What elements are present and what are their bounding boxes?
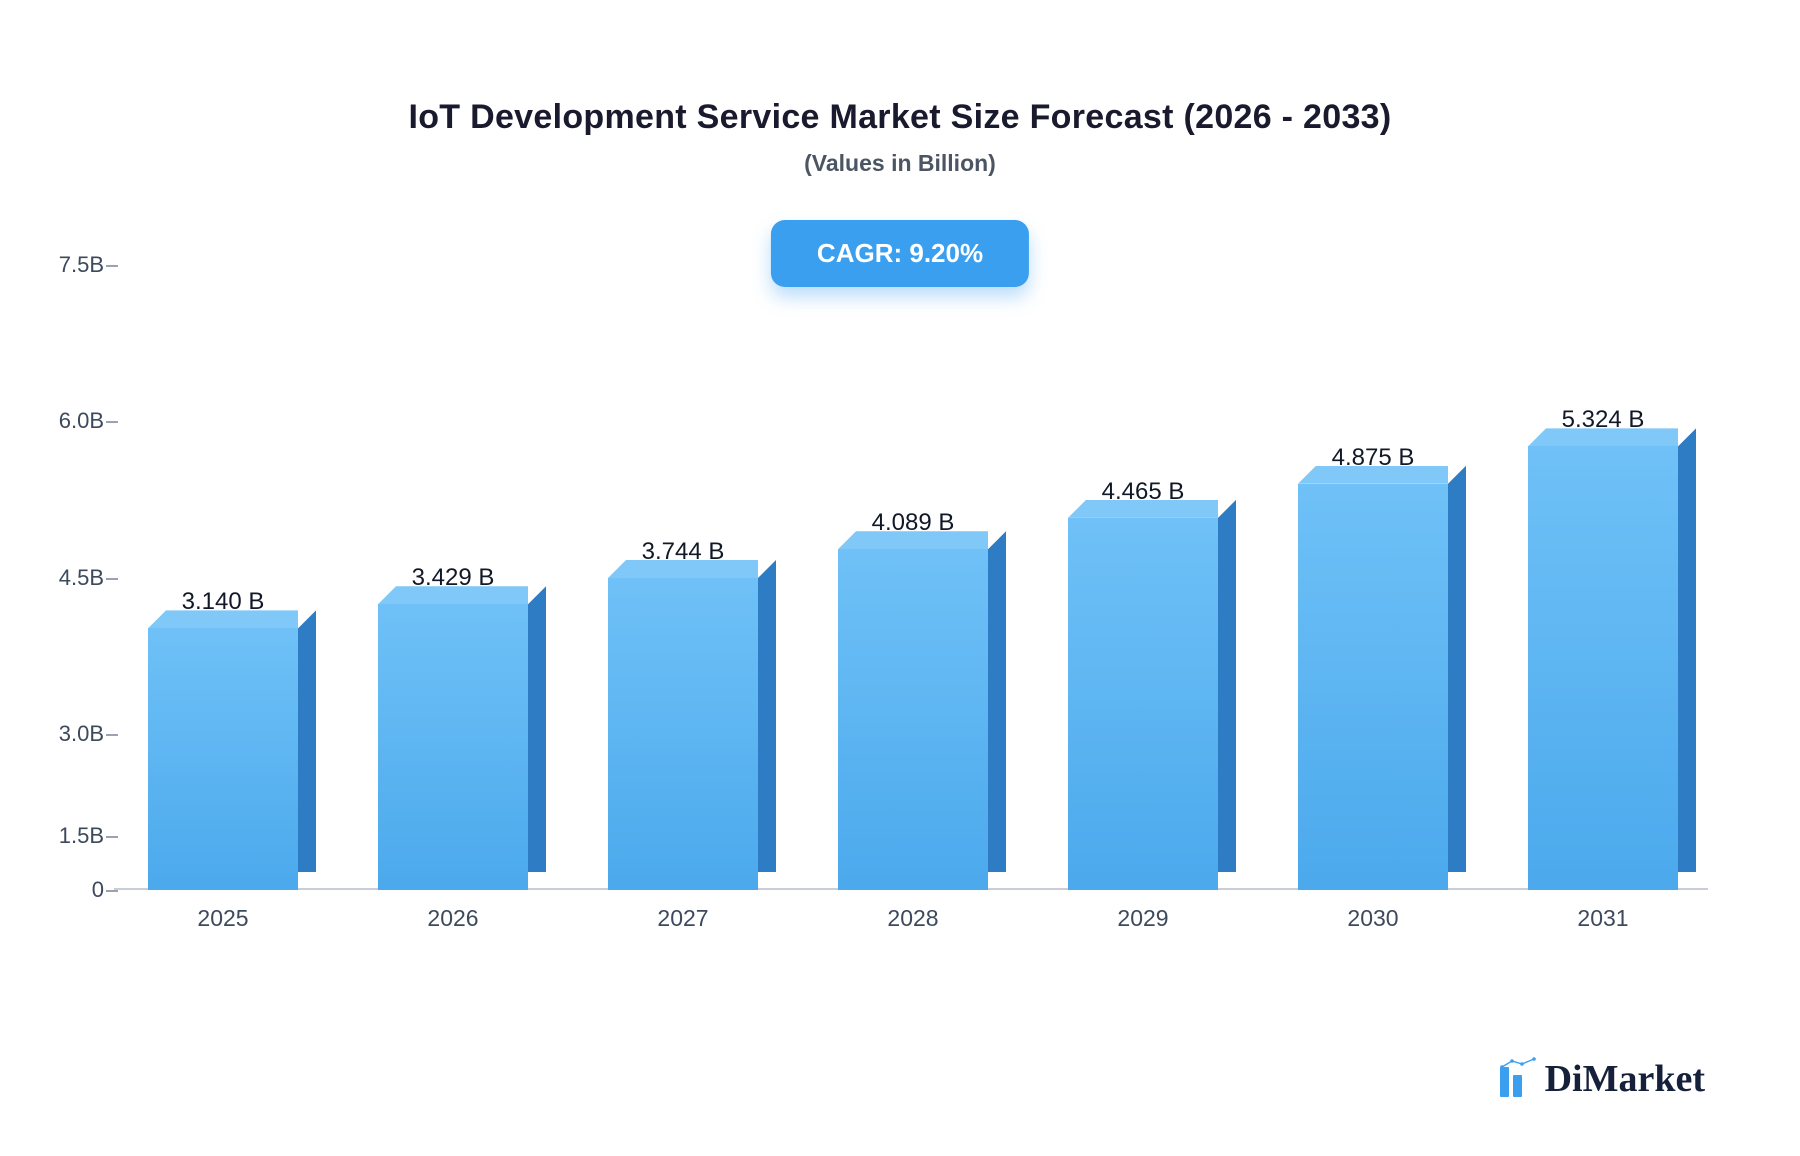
logo-trend-icon (1500, 1057, 1538, 1071)
chart-subtitle: (Values in Billion) (0, 150, 1800, 177)
bar-front-2027[interactable] (608, 578, 758, 890)
y-tick-7_5b: 7.5B (18, 252, 118, 278)
bar-top-2031 (1528, 428, 1678, 446)
bars-row: 3.140 B 3.429 B 3.744 B (118, 265, 1708, 890)
bar-group-2028[interactable]: 4.089 B (828, 265, 998, 890)
x-label-2030: 2030 (1288, 905, 1458, 932)
bar-top-2029 (1068, 500, 1218, 518)
x-label-2031: 2031 (1518, 905, 1688, 932)
bar-front-2025[interactable] (148, 628, 298, 890)
brand-logo: DiMarket (1500, 1057, 1705, 1101)
logo-bars-icon (1500, 1067, 1535, 1097)
bar-front-2031[interactable] (1528, 446, 1678, 890)
bar-side-2027 (758, 560, 776, 872)
bar-group-2031[interactable]: 5.324 B (1518, 265, 1688, 890)
brand-name: DiMarket (1545, 1057, 1705, 1101)
bar-top-2030 (1298, 466, 1448, 484)
bar-group-2026[interactable]: 3.429 B (368, 265, 538, 890)
bar-top-2027 (608, 560, 758, 578)
bar-side-2029 (1218, 500, 1236, 872)
bar-group-2025[interactable]: 3.140 B (138, 265, 308, 890)
bar-side-2025 (298, 610, 316, 872)
bar-side-2030 (1448, 466, 1466, 872)
bar-front-2028[interactable] (838, 549, 988, 890)
bar-front-2029[interactable] (1068, 518, 1218, 890)
x-label-2026: 2026 (368, 905, 538, 932)
bar-side-2028 (988, 531, 1006, 872)
bar-group-2027[interactable]: 3.744 B (598, 265, 768, 890)
x-label-2025: 2025 (138, 905, 308, 932)
bar-top-2028 (838, 531, 988, 549)
bar-side-2031 (1678, 428, 1696, 872)
y-tick-1_5b: 1.5B (18, 823, 118, 849)
x-label-2027: 2027 (598, 905, 768, 932)
bar-top-2025 (148, 610, 298, 628)
x-label-2029: 2029 (1058, 905, 1228, 932)
y-tick-3_0b: 3.0B (18, 721, 118, 747)
x-axis-row: 2025 2026 2027 2028 2029 2030 2031 (118, 905, 1708, 932)
bar-side-2026 (528, 586, 546, 872)
plot-area: 7.5B 6.0B 4.5B 3.0B 1.5B 0 3.140 B 3.429… (118, 265, 1708, 890)
x-label-2028: 2028 (828, 905, 998, 932)
y-tick-0: 0 (18, 877, 118, 903)
y-tick-6_0b: 6.0B (18, 408, 118, 434)
bar-front-2026[interactable] (378, 604, 528, 890)
y-tick-4_5b: 4.5B (18, 565, 118, 591)
y-axis: 7.5B 6.0B 4.5B 3.0B 1.5B 0 (18, 265, 118, 890)
bar-group-2029[interactable]: 4.465 B (1058, 265, 1228, 890)
bar-front-2030[interactable] (1298, 484, 1448, 890)
bar-top-2026 (378, 586, 528, 604)
chart-title: IoT Development Service Market Size Fore… (0, 98, 1800, 137)
chart-container: IoT Development Service Market Size Fore… (0, 0, 1800, 1156)
bar-group-2030[interactable]: 4.875 B (1288, 265, 1458, 890)
